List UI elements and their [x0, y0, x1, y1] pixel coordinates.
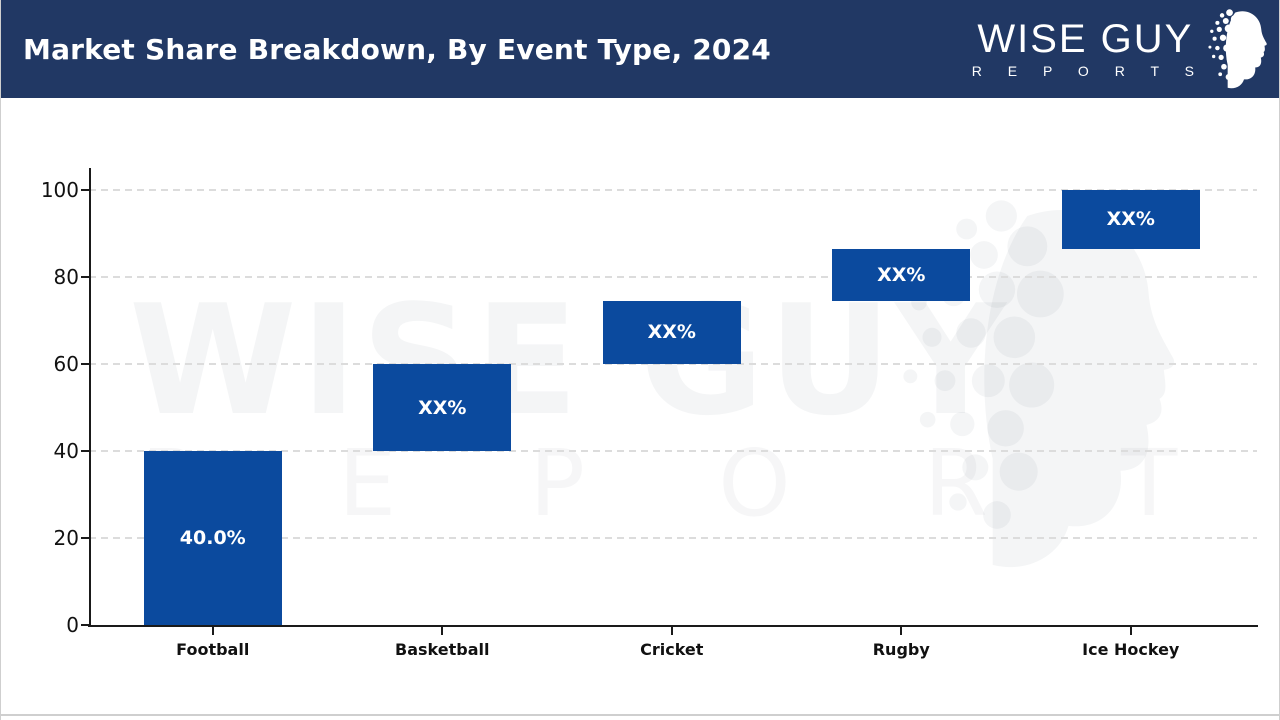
bar-value-label: XX%	[1106, 208, 1155, 231]
bar-value-label: XX%	[877, 263, 926, 286]
x-tickmark	[670, 627, 673, 635]
x-tick-label: Basketball	[395, 640, 490, 659]
y-axis-line	[89, 168, 91, 627]
x-tickmark	[441, 627, 444, 635]
y-tickmark	[81, 276, 89, 278]
y-tickmark	[81, 363, 89, 365]
logo-head-icon	[1208, 9, 1267, 89]
bar-value-label: 40.0%	[179, 527, 246, 549]
bar-football	[143, 451, 282, 625]
bar-value-label: XX%	[647, 321, 696, 344]
gridline	[89, 189, 1257, 191]
y-tickmark	[81, 537, 89, 539]
header-bar: Market Share Breakdown, By Event Type, 2…	[1, 0, 1279, 98]
y-tick-label: 20	[53, 526, 79, 550]
x-tickmark	[900, 627, 903, 635]
logo-subtitle: R E P O R T S	[971, 63, 1205, 79]
y-tickmark	[81, 624, 89, 626]
y-tick-label: 0	[66, 613, 79, 637]
gridline	[89, 537, 1257, 539]
y-tick-label: 80	[53, 265, 79, 289]
x-tick-label: Ice Hockey	[1082, 640, 1180, 659]
gridline	[89, 276, 1257, 278]
bar-cricket	[602, 300, 741, 364]
logo-text: WISE GUY R E P O R T S	[966, 19, 1205, 79]
bottom-divider	[1, 714, 1279, 716]
x-tickmark	[1129, 627, 1132, 635]
y-tickmark	[81, 189, 89, 191]
y-tick-label: 60	[53, 352, 79, 376]
bar-rugby	[832, 248, 971, 301]
x-tick-label: Cricket	[640, 640, 704, 659]
bar-ice-hockey	[1061, 190, 1200, 249]
watermark-subtitle: R E P O R T S	[141, 430, 1279, 537]
logo-wordmark: WISE GUY	[977, 17, 1194, 61]
x-tickmark	[211, 627, 214, 635]
x-tick-label: Rugby	[872, 640, 930, 659]
y-tick-label: 100	[40, 178, 79, 202]
x-tick-label: Football	[176, 640, 250, 659]
y-tickmark	[81, 450, 89, 452]
gridline	[89, 363, 1257, 365]
gridline	[89, 450, 1257, 452]
bar-basketball	[373, 364, 512, 451]
bar-value-label: XX%	[418, 396, 467, 419]
x-axis-line	[88, 625, 1258, 627]
wise-guy-logo: WISE GUY R E P O R T S	[966, 7, 1271, 91]
chart-title: Market Share Breakdown, By Event Type, 2…	[23, 32, 771, 66]
y-tick-label: 40	[53, 439, 79, 463]
